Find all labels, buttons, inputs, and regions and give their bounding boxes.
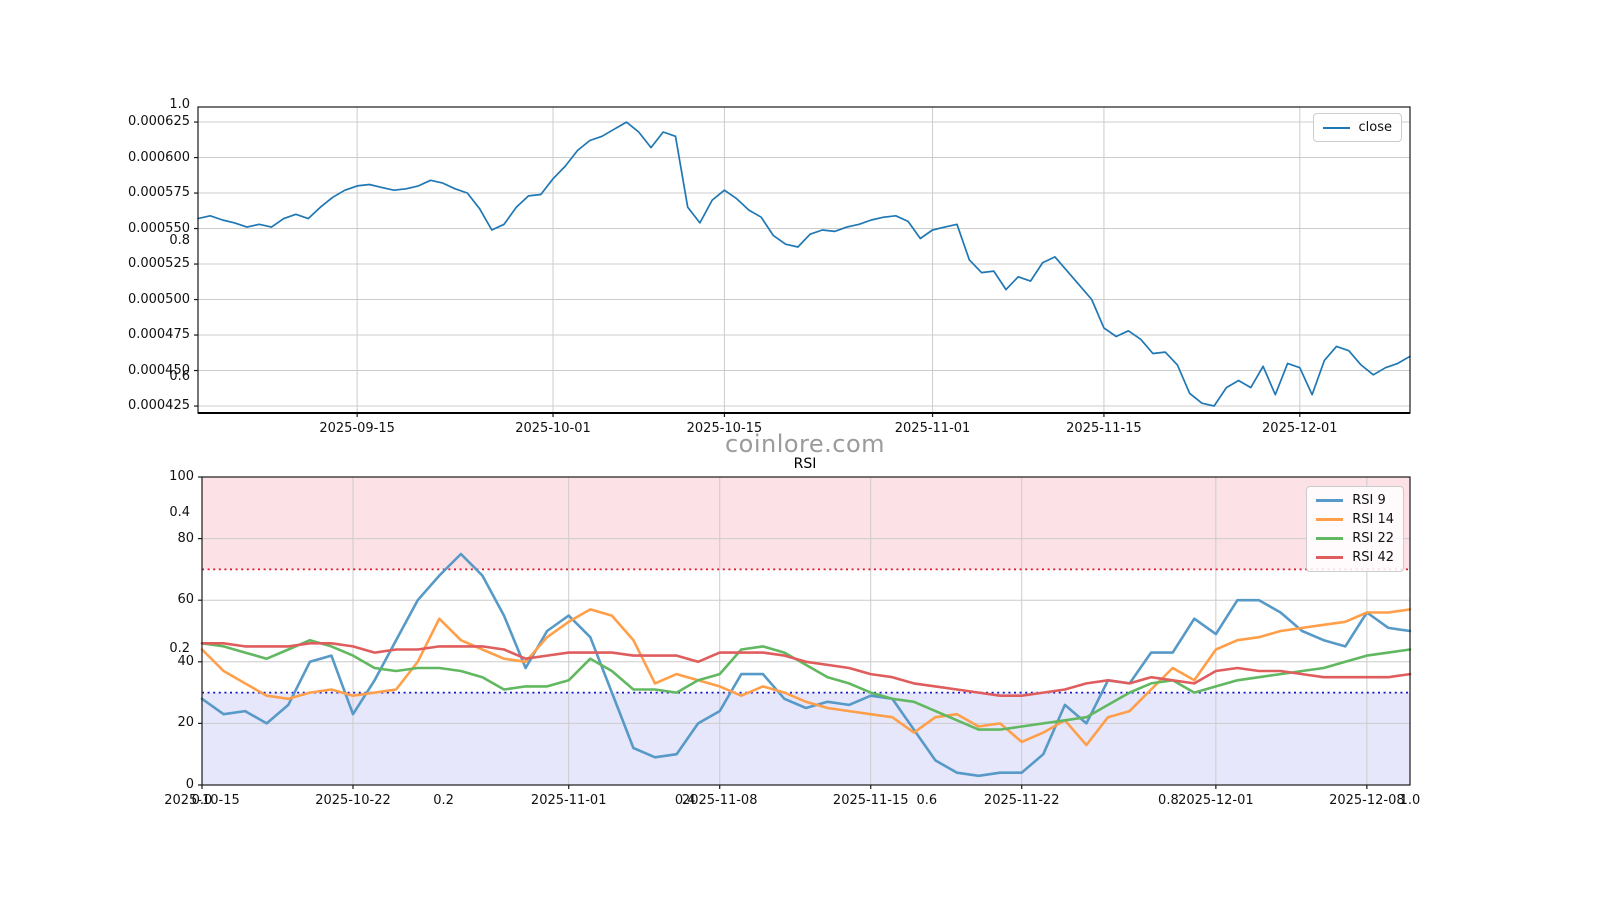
rsi-legend: RSI 9 RSI 14 RSI 22 RSI 42: [1306, 486, 1404, 572]
rsi-plot-border: [201, 476, 1411, 786]
price-legend: close: [1312, 113, 1402, 142]
rsi-overbought-band: [202, 477, 1410, 570]
legend-entry: close: [1322, 118, 1392, 137]
rsi-oversold-band: [202, 692, 1410, 785]
legend-line-sample: [1322, 126, 1350, 129]
legend-line-sample: [1316, 518, 1344, 521]
price-plot-border: [197, 106, 1411, 414]
legend-label: RSI 14: [1352, 512, 1394, 527]
legend-entry: RSI 14: [1316, 510, 1394, 529]
legend-label: RSI 22: [1352, 531, 1394, 546]
legend-label: RSI 9: [1352, 493, 1386, 508]
series-rsi-14: [200, 608, 1412, 747]
watermark: coinlore.com: [724, 430, 886, 458]
series-rsi-42: [200, 641, 1412, 698]
legend-line-sample: [1316, 499, 1344, 502]
legend-label: RSI 42: [1352, 550, 1394, 565]
series-rsi-9: [200, 552, 1412, 778]
series-close: [197, 121, 1411, 407]
legend-entry: RSI 42: [1316, 548, 1394, 567]
legend-line-sample: [1316, 537, 1344, 540]
legend-line-sample: [1316, 556, 1344, 559]
legend-entry: RSI 9: [1316, 491, 1394, 510]
legend-label: close: [1358, 120, 1392, 135]
rsi-chart-title: RSI: [793, 456, 817, 472]
legend-entry: RSI 22: [1316, 529, 1394, 548]
series-rsi-22: [200, 638, 1412, 731]
